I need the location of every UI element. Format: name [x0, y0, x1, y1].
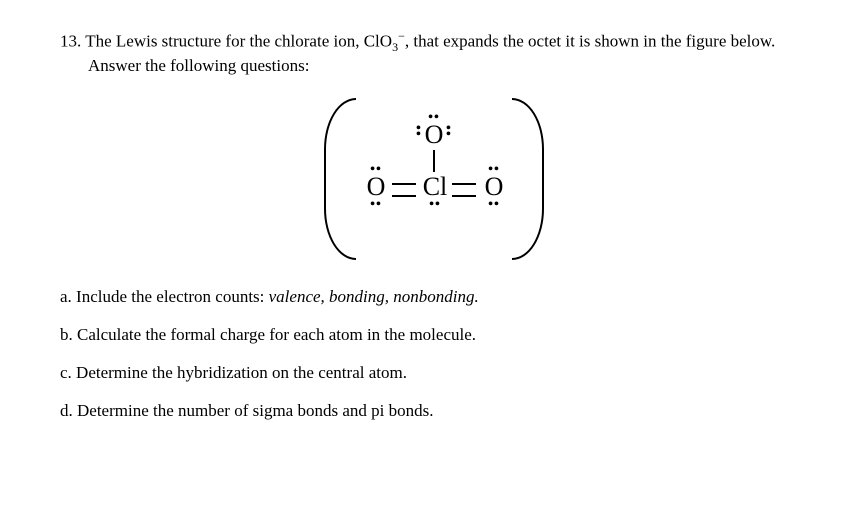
subquestion-c: c. Determine the hybridization on the ce…	[60, 363, 808, 383]
lonepair-o-right-below: ••	[486, 202, 502, 208]
subq-a-italic: valence, bonding, nonbonding.	[269, 287, 479, 306]
bracket-left	[324, 98, 356, 260]
lonepair-o-left-below: ••	[368, 202, 384, 208]
lewis-structure-figure: O •• •• •• Cl •• O •• ••	[324, 98, 544, 258]
prompt-line-2: Answer the following questions:	[88, 55, 808, 78]
bond-single-cl-otop	[433, 150, 435, 172]
subquestion-a: a. Include the electron counts: valence,…	[60, 287, 808, 307]
lewis-diagram: O •• •• •• Cl •• O •• ••	[354, 98, 514, 258]
prompt-text-after: , that expands the octet it is shown in …	[405, 32, 775, 51]
superscript-minus: −	[398, 29, 405, 43]
prompt-text-before: The Lewis structure for the chlorate ion…	[85, 32, 392, 51]
lonepair-o-left-above: ••	[368, 167, 384, 173]
question-number: 13.	[60, 32, 81, 51]
page: 13. The Lewis structure for the chlorate…	[0, 0, 848, 459]
lonepair-o-right-above: ••	[486, 167, 502, 173]
lonepair-o-top-right: ••	[446, 126, 452, 138]
bracket-right	[512, 98, 544, 260]
bond-double-cl-oleft	[392, 183, 416, 197]
lonepair-o-top-above: ••	[426, 115, 442, 121]
lonepair-o-top-left: ••	[416, 126, 422, 138]
subquestion-b: b. Calculate the formal charge for each …	[60, 325, 808, 345]
subq-a-prefix: a. Include the electron counts:	[60, 287, 269, 306]
subquestion-d: d. Determine the number of sigma bonds a…	[60, 401, 808, 421]
bond-double-cl-oright	[452, 183, 476, 197]
lonepair-cl-below: ••	[427, 202, 443, 208]
question-prompt: 13. The Lewis structure for the chlorate…	[60, 28, 808, 55]
atom-o-top: O	[420, 122, 448, 148]
figure-container: O •• •• •• Cl •• O •• ••	[60, 98, 808, 263]
